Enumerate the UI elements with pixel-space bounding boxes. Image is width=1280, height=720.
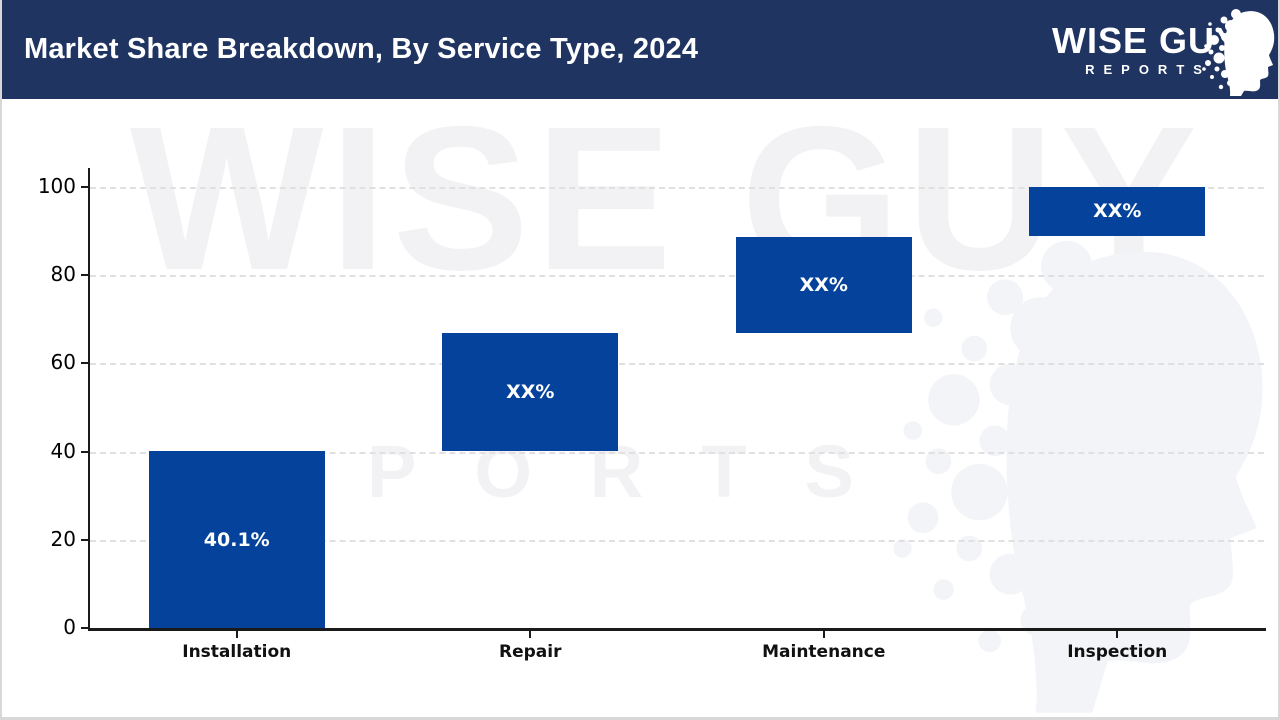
- x-category-label: Repair: [499, 642, 562, 662]
- y-tick-mark: [81, 450, 88, 453]
- y-tick-label: 100: [37, 174, 76, 198]
- x-tick-mark: [529, 631, 532, 638]
- plot-area: WISE GUY PORTS 0 20 40 60 80 100 40.1% Installa…: [2, 84, 1278, 717]
- gridline: [90, 539, 1264, 542]
- gridline: [90, 275, 1264, 278]
- y-tick-mark: [81, 274, 88, 277]
- bar-segment-inspection: XX%: [1029, 187, 1206, 236]
- chart-title: Market Share Breakdown, By Service Type,…: [24, 33, 699, 65]
- dotted-face-profile-icon: [1202, 9, 1275, 96]
- x-category-label: Inspection: [1067, 642, 1168, 662]
- y-tick-mark: [81, 627, 88, 629]
- bar-value-label: XX%: [799, 273, 848, 296]
- y-tick-mark: [81, 362, 88, 365]
- brand-logo: WISE GUY REPORTS: [1024, 4, 1275, 96]
- gridline: [90, 363, 1264, 366]
- bar-value-label: 40.1%: [203, 528, 270, 551]
- header-band: Market Share Breakdown, By Service Type,…: [2, 0, 1278, 99]
- x-tick-mark: [235, 631, 238, 638]
- bar-segment-maintenance: XX%: [735, 236, 912, 333]
- gridline: [90, 451, 1264, 454]
- brand-logo-text: WISE GUY REPORTS: [1052, 22, 1240, 77]
- bar-value-label: XX%: [1093, 200, 1142, 223]
- y-tick-label: 60: [50, 350, 76, 375]
- y-tick-label: 40: [50, 438, 76, 463]
- y-tick-label: 20: [50, 526, 76, 551]
- y-tick-mark: [81, 186, 88, 188]
- y-tick-label: 0: [63, 615, 76, 639]
- bar-segment-installation: 40.1%: [148, 451, 325, 628]
- y-tick-mark: [81, 538, 88, 541]
- x-tick-mark: [822, 631, 825, 638]
- bar-segment-repair: XX%: [442, 332, 619, 452]
- bar-value-label: XX%: [506, 380, 555, 403]
- gridline: [90, 187, 1264, 189]
- brand-subname: REPORTS: [1085, 61, 1211, 77]
- watermark-text-primary: WISE GUY: [130, 84, 1204, 313]
- watermark-face-icon: [893, 240, 1263, 713]
- x-axis-line: [88, 628, 1266, 631]
- x-category-label: Maintenance: [762, 642, 886, 662]
- y-tick-label: 80: [50, 262, 76, 287]
- brand-name: WISE GUY: [1052, 20, 1241, 61]
- y-axis-line: [88, 168, 90, 630]
- x-tick-mark: [1116, 631, 1119, 638]
- x-category-label: Installation: [182, 642, 292, 662]
